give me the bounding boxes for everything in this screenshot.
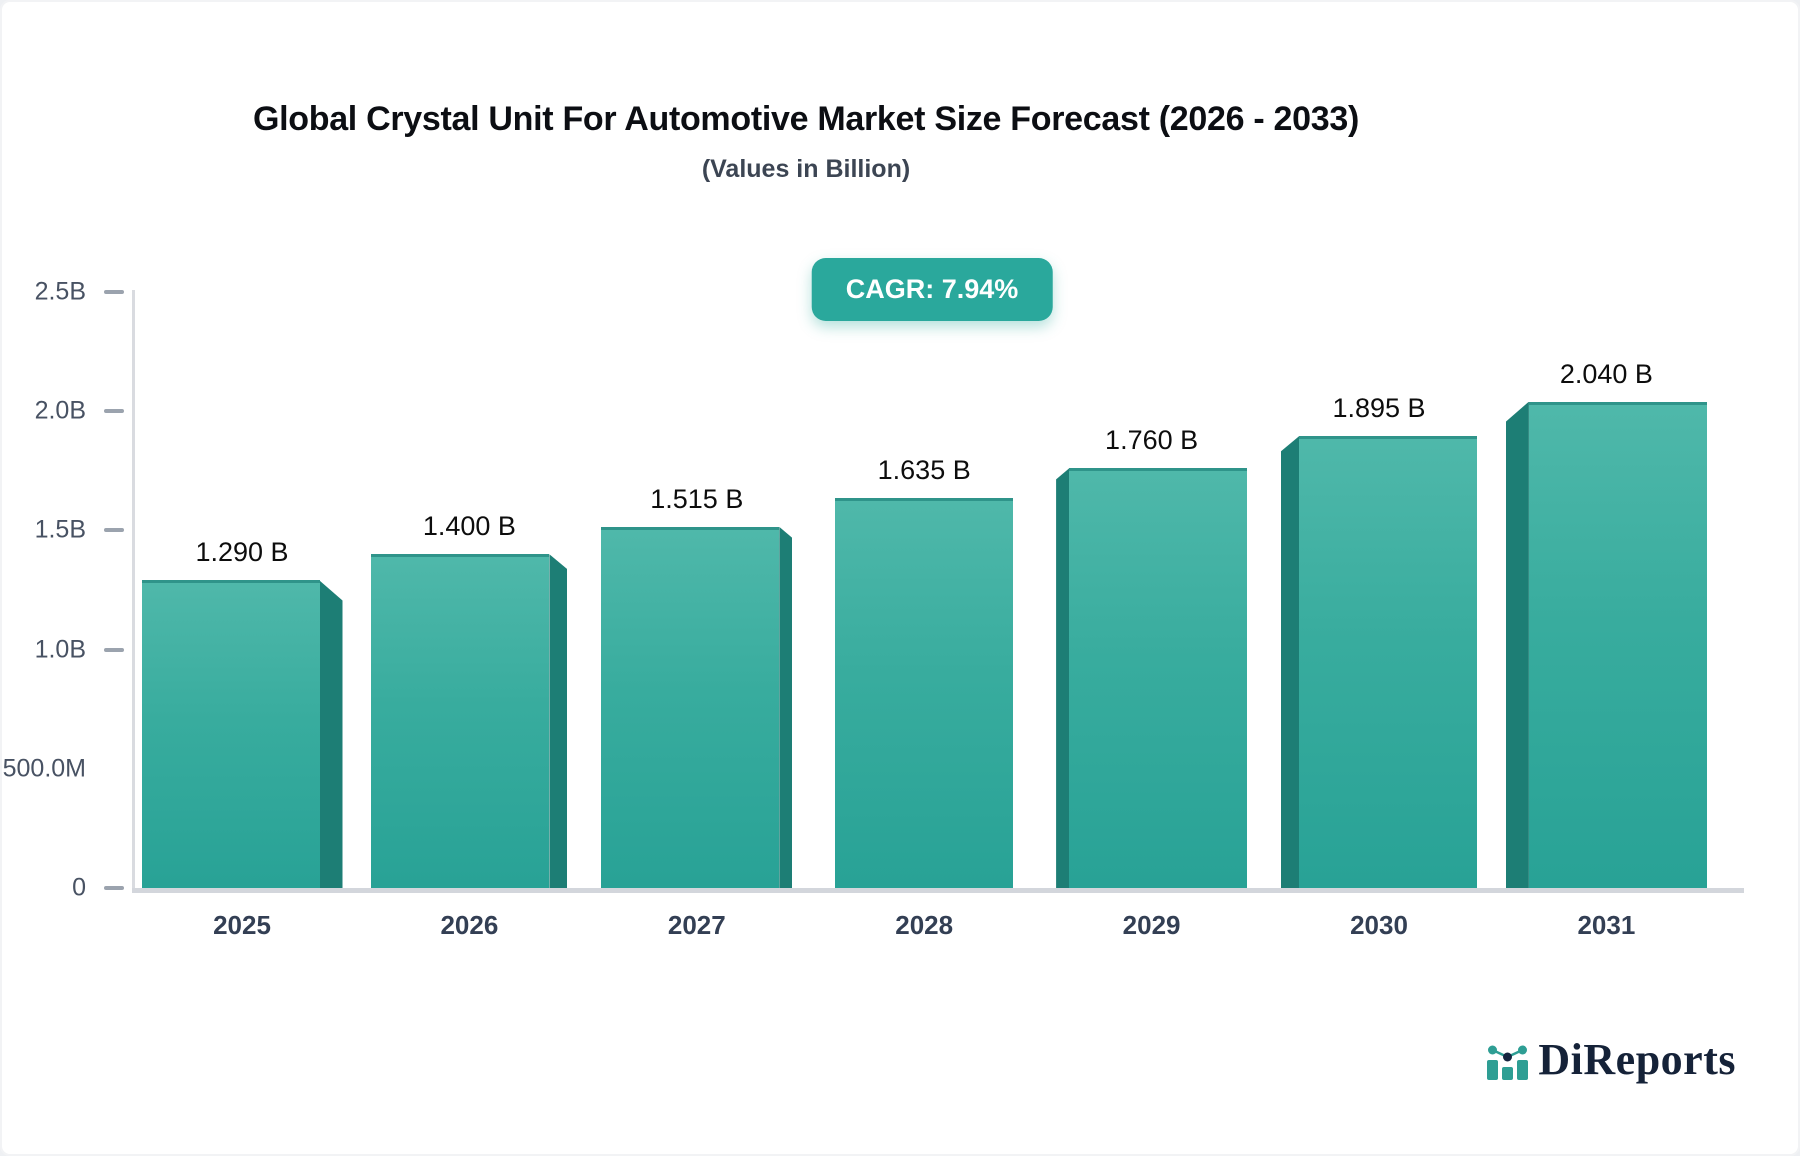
chart-header: Global Crystal Unit For Automotive Marke… (2, 2, 1704, 184)
bar-face (1528, 401, 1707, 888)
bar-value-label: 1.290 B (195, 537, 289, 568)
bar-2028 (835, 498, 1014, 888)
bar-line-chart-icon (1487, 1045, 1529, 1080)
bar-value-label: 1.515 B (650, 483, 744, 514)
bar-2031 (1505, 401, 1707, 888)
x-tick-label: 2026 (440, 910, 499, 940)
y-tick-dash (104, 886, 124, 890)
y-tick-label: 2.5B (34, 277, 86, 306)
x-tick-label: 2027 (667, 910, 726, 940)
bar-2025 (141, 580, 343, 888)
y-axis-line (132, 290, 135, 893)
bar-side-panel (1056, 468, 1070, 888)
bar-side-panel (319, 580, 343, 888)
y-tick-label: 500.0M (2, 754, 86, 783)
x-tick-label: 2029 (1122, 910, 1181, 940)
bar-side-panel (1281, 436, 1299, 888)
cagr-badge: CAGR: 7.94% (811, 258, 1053, 321)
x-tick-label: 2028 (895, 910, 954, 940)
chart-title: Global Crystal Unit For Automotive Marke… (252, 100, 1360, 138)
y-tick-label: 1.5B (34, 515, 86, 544)
y-tick-dash (104, 647, 124, 652)
bar-2026 (371, 554, 568, 888)
y-tick-dash (104, 528, 124, 533)
y-tick-label: 1.0B (34, 635, 86, 664)
bar-2027 (601, 526, 793, 888)
bar-value-label: 1.760 B (1105, 425, 1199, 456)
bar-2029 (1056, 468, 1248, 888)
x-tick-label: 2030 (1350, 910, 1408, 940)
y-tick-dash (104, 409, 124, 414)
bar-value-label: 2.040 B (1559, 358, 1653, 389)
y-tick-label: 2.0B (34, 396, 86, 425)
bar-2030 (1281, 436, 1477, 888)
bar-face (141, 580, 320, 888)
x-axis-line (132, 888, 1744, 893)
x-tick-label: 2031 (1577, 910, 1636, 940)
chart-subtitle: (Values in Billion) (701, 155, 911, 183)
bar-side-panel (549, 554, 568, 888)
bar-value-label: 1.895 B (1332, 393, 1426, 424)
bar-side-panel (779, 526, 793, 888)
bar-value-label: 1.635 B (877, 455, 971, 486)
bar-value-label: 1.400 B (422, 511, 516, 542)
bar-face (371, 554, 550, 888)
bar-side-panel (1505, 401, 1529, 888)
bar-face (601, 526, 780, 888)
bar-face (835, 498, 1014, 888)
brand-logo-text: DiReports (1538, 1035, 1736, 1084)
bar-face (1299, 436, 1477, 888)
y-tick-label: 0 (72, 873, 86, 902)
brand-logo: DiReports (1484, 1034, 1736, 1085)
bar-face (1069, 468, 1248, 888)
x-tick-label: 2025 (213, 910, 271, 940)
y-tick-dash (104, 290, 124, 294)
